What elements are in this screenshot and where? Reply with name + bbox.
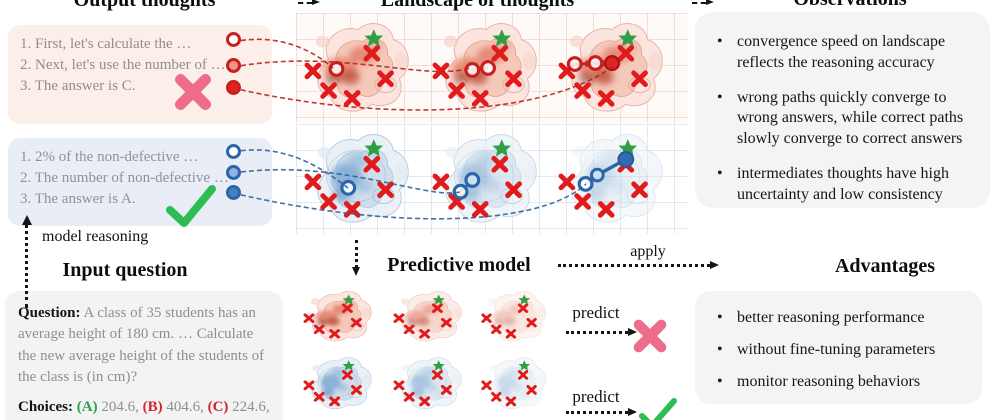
red-thumbnail-3 [478,286,556,346]
red-landscape-plot-1 [298,14,426,120]
choices-label: Choices: [18,399,73,416]
advantages-panel: better reasoning performance without fin… [695,291,982,404]
red-thumbnail-2 [390,286,472,346]
blue-landscape-plot-3 [552,125,680,231]
blue-thumbnail-3 [478,352,556,414]
thought-node-correct-1 [226,144,241,159]
question-label: Question: [18,305,81,321]
blue-landscape-plot-1 [298,125,426,231]
observations-list: convergence speed on landscape reflects … [711,32,976,206]
choice-value-c: 224.6, [228,399,270,416]
question-text: A class of 35 students has an average he… [18,305,265,385]
predict-label-correct: predict [572,387,620,406]
advantages-header: Advantages [834,255,935,277]
blue-thumbnail-2 [390,352,472,414]
blue-thumbnail-1 [300,352,382,414]
model-reasoning-label: model reasoning [42,228,149,245]
observation-item: convergence speed on landscape reflects … [711,32,976,74]
wrong-result-x-icon [171,70,215,114]
header-arrow-1-icon [298,0,320,5]
thought-line: 3. The answer is C. [20,78,136,94]
thought-node-wrong-1 [226,32,241,47]
observations-panel: convergence speed on landscape reflects … [695,12,990,208]
thought-node-wrong-2 [226,58,241,73]
header-arrow-2-icon [692,0,714,5]
choice-key-c: (C) [207,399,229,416]
red-landscape-plot-3 [552,14,680,120]
thought-line: 2. Next, let's use the number of … [20,57,226,73]
predict-arrow-correct [566,408,637,416]
observation-item: intermediates thoughts have high uncerta… [711,164,976,206]
predictive-model-header: Predictive model [387,254,531,276]
predict-arrow-wrong [566,328,637,336]
advantage-item: better reasoning performance [711,308,970,329]
landscape-to-model-arrow [352,240,360,276]
predict-label-wrong: predict [572,303,620,322]
landscape-of-thoughts-header: Landscape of thoughts [380,0,575,11]
predict-wrong-x-icon [631,317,669,355]
thought-line: 3. The answer is A. [20,191,136,207]
apply-label: apply [630,243,666,260]
thought-node-correct-3 [226,185,241,200]
red-thumbnail-1 [300,286,382,346]
thought-line: 1. 2% of the non-defective … [20,149,199,165]
advantage-item: without fine-tuning parameters [711,340,970,361]
choice-key-a: (A) [76,399,98,416]
advantage-item: monitor reasoning behaviors [711,372,970,393]
model-reasoning-arrow [21,215,32,308]
thought-node-wrong-3 [226,80,241,95]
output-thoughts-header: Output thoughts [73,0,216,11]
question-box: Question: A class of 35 students has an … [5,291,283,420]
advantages-list: better reasoning performance without fin… [711,308,970,392]
correct-result-check-icon [166,185,216,227]
thought-line: 2. The number of non-defective … [20,170,229,186]
thought-line: 1. First, let's calculate the … [20,36,192,52]
choice-value-a: 204.6, [97,399,143,416]
blue-landscape-plot-2 [426,125,554,231]
apply-arrow [558,261,719,269]
choice-value-b: 404.6, [162,399,208,416]
thought-node-correct-2 [226,165,241,180]
observation-item: wrong paths quickly converge to wrong an… [711,88,976,150]
red-landscape-plot-2 [426,14,554,120]
predict-correct-check-icon [639,398,677,420]
observations-header: Observations [770,0,930,11]
input-question-header: Input question [62,259,188,281]
choice-key-b: (B) [142,399,163,416]
